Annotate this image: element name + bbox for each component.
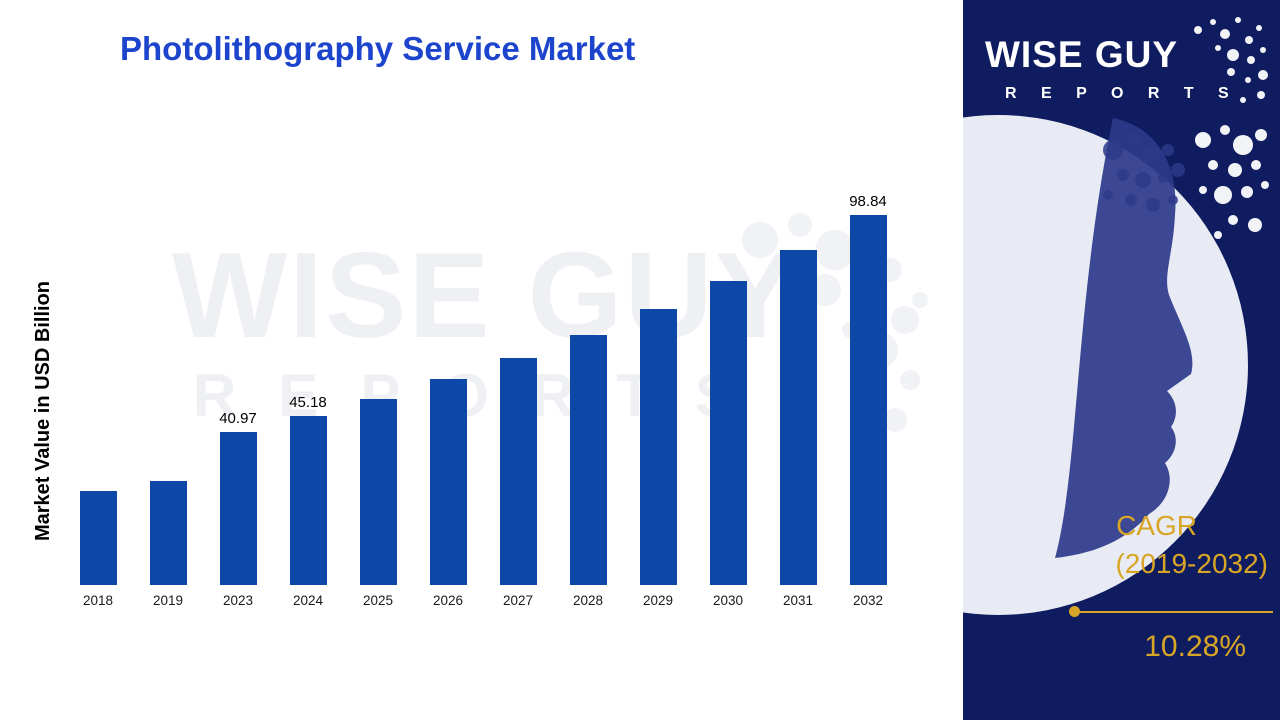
brand-logo-subtitle: R E P O R T S [1005,85,1239,102]
x-tick-label: 2019 [152,593,184,608]
x-tick-label: 2029 [642,593,674,608]
bar-column: 2019 [133,190,203,608]
bar-column: 2018 [63,190,133,608]
bar-column: 2027 [483,190,553,608]
bar-column: 2031 [763,190,833,608]
watermark-line1: WISE GUY [171,227,799,363]
bar-column: 2029 [623,190,693,608]
bar-value-label: 98.84 [849,193,887,210]
x-tick-label: 2018 [82,593,114,608]
x-tick-label: 2026 [432,593,464,608]
cagr-value: 10.28% [1144,630,1246,663]
x-tick-label: 2023 [222,593,254,608]
bar [149,481,187,585]
bar [79,491,117,585]
bar [359,399,397,585]
bar-column: 45.18 2024 [273,190,343,608]
bar [569,335,607,585]
cagr-label: CAGR [1116,510,1197,541]
bar-column: 40.97 2023 [203,190,273,608]
cagr-range: (2019-2032) [1115,548,1268,579]
bar [639,309,677,585]
cagr-underline [1075,611,1273,613]
bar [429,379,467,585]
bar [499,358,537,585]
x-tick-label: 2027 [502,593,534,608]
bar-column: 98.84 2032 [833,190,903,608]
bar-column: 2030 [693,190,763,608]
bar-value-label: 40.97 [219,410,257,427]
face-profile-graphic [963,17,1269,615]
x-tick-label: 2030 [712,593,744,608]
brand-panel: WISE GUY R E P O R T S CAGR (2019-2032) … [963,0,1280,720]
x-tick-label: 2025 [362,593,394,608]
bar [779,250,817,585]
x-tick-label: 2032 [852,593,884,608]
x-tick-label: 2031 [782,593,814,608]
bar [849,215,887,585]
x-tick-label: 2028 [572,593,604,608]
bar-value-label: 45.18 [289,394,327,411]
bar [219,432,257,585]
brand-logo-name: WISE GUY [985,34,1179,75]
bar [289,416,327,585]
chart-title: Photolithography Service Market [120,30,636,67]
cagr-line-dot [1069,606,1080,617]
x-tick-label: 2024 [292,593,324,608]
y-axis-label: Market Value in USD Billion [32,280,54,542]
bar-plot: 2018 2019 40.97 2023 45.18 2024 2025 2026 2027 20… [63,190,903,608]
bar-column: 2025 [343,190,413,608]
bar [709,281,747,585]
bar-column: 2026 [413,190,483,608]
bar-column: 2028 [553,190,623,608]
